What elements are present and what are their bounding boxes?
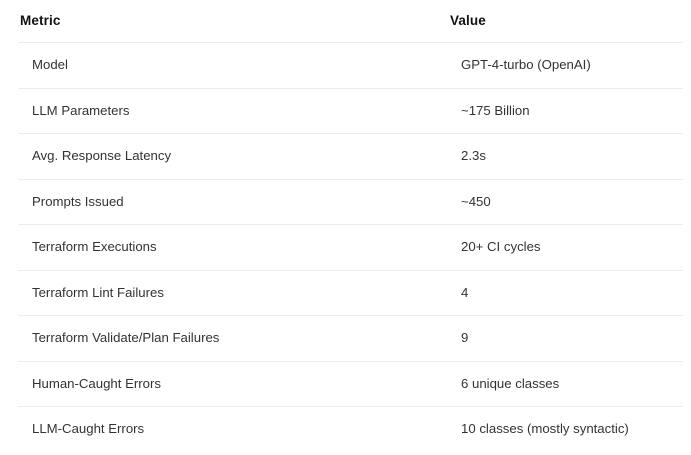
table-row: LLM-Caught Errors 10 classes (mostly syn… — [0, 407, 691, 452]
table-row: Terraform Executions 20+ CI cycles — [0, 225, 691, 270]
row-divider — [0, 360, 691, 362]
cell-value: GPT-4-turbo (OpenAI) — [461, 57, 591, 72]
table-row: Prompts Issued ~450 — [0, 180, 691, 225]
cell-value: 4 — [461, 284, 469, 300]
table-row: LLM Parameters ~175 Billion — [0, 89, 691, 134]
table-row: Model GPT-4-turbo (OpenAI) — [0, 43, 691, 88]
table-row: Human-Caught Errors 6 unique classes — [0, 362, 691, 407]
cell-metric: LLM-Caught Errors — [32, 421, 145, 436]
column-header-value: Value — [450, 13, 486, 29]
header-divider — [0, 42, 691, 43]
cell-metric: Terraform Validate/Plan Failures — [32, 330, 220, 345]
cell-metric: LLM Parameters — [32, 102, 130, 118]
table-row: Avg. Response Latency 2.3s — [0, 134, 691, 179]
cell-metric: Human-Caught Errors — [32, 375, 161, 391]
row-divider — [0, 224, 691, 225]
cell-metric: Avg. Response Latency — [32, 148, 172, 163]
row-divider — [0, 133, 691, 134]
cell-value: 6 unique classes — [461, 375, 560, 391]
cell-value: ~450 — [461, 193, 491, 209]
cell-value: 20+ CI cycles — [461, 239, 541, 254]
cell-value: 2.3s — [461, 148, 486, 163]
cell-metric: Terraform Executions — [32, 239, 157, 254]
cell-metric: Prompts Issued — [32, 193, 124, 209]
row-divider — [0, 87, 691, 89]
cell-value: ~175 Billion — [461, 102, 530, 118]
row-divider — [0, 269, 691, 271]
cell-metric: Model — [32, 57, 68, 72]
table-header-row: Metric Value — [0, 0, 691, 42]
cell-value: 9 — [461, 330, 469, 345]
row-divider — [0, 315, 691, 316]
row-divider — [0, 178, 691, 180]
table-row: Terraform Validate/Plan Failures 9 — [0, 316, 691, 361]
column-header-metric: Metric — [20, 13, 61, 29]
cell-metric: Terraform Lint Failures — [32, 284, 164, 300]
table-row: Terraform Lint Failures 4 — [0, 271, 691, 316]
row-divider — [0, 406, 691, 407]
cell-value: 10 classes (mostly syntactic) — [461, 421, 629, 436]
